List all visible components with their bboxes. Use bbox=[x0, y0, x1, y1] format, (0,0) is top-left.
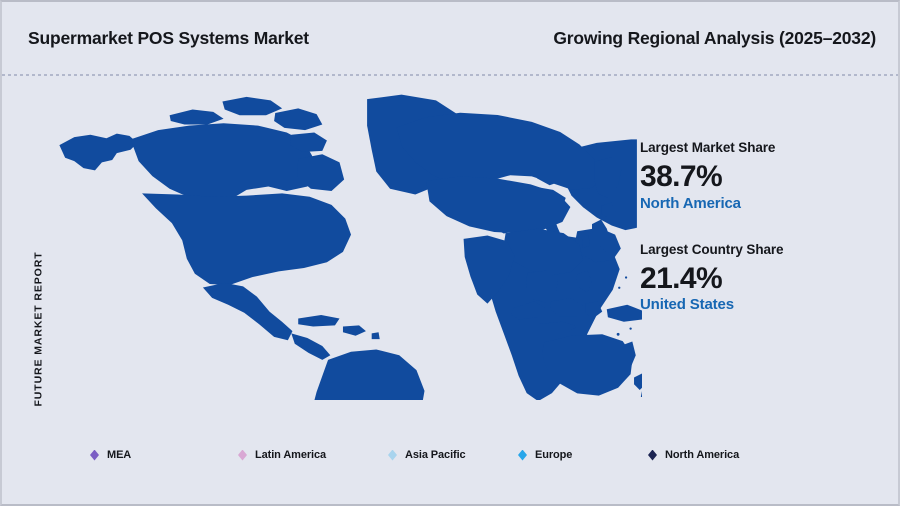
legend-item-mea[interactable]: MEA bbox=[90, 449, 131, 461]
chart-legend: MEA Latin America Asia Pacific Europe No… bbox=[90, 449, 830, 471]
region-south-america bbox=[314, 349, 425, 400]
region-united-states bbox=[142, 193, 352, 286]
region-japan-north bbox=[601, 202, 616, 219]
page-title: Supermarket POS Systems Market bbox=[28, 27, 309, 48]
island-dot-3 bbox=[624, 276, 628, 279]
header-divider bbox=[2, 74, 898, 76]
legend-diamond-icon bbox=[518, 449, 527, 461]
island-dot-5 bbox=[629, 327, 632, 330]
region-caribbean-small bbox=[371, 332, 380, 340]
stat-region: North America bbox=[640, 194, 741, 212]
legend-diamond-icon bbox=[90, 449, 99, 461]
region-sulawesi bbox=[585, 301, 603, 319]
legend-diamond-icon bbox=[238, 449, 247, 461]
legend-diamond-icon bbox=[648, 449, 657, 461]
region-java bbox=[537, 321, 578, 333]
legend-label: MEA bbox=[107, 449, 132, 461]
region-new-zealand-n bbox=[634, 372, 647, 390]
stat-label: Largest Country Share bbox=[640, 241, 784, 257]
world-map-east-svg bbox=[396, 112, 654, 403]
region-philippines bbox=[576, 270, 592, 293]
region-australia bbox=[541, 334, 633, 396]
legend-item-europe[interactable]: Europe bbox=[518, 449, 572, 461]
region-north-russia bbox=[396, 112, 604, 191]
legend-label: Asia Pacific bbox=[405, 449, 466, 461]
brand-label: FUTURE MARKET REPORT bbox=[33, 251, 45, 407]
region-arctic-islands-3 bbox=[274, 108, 323, 131]
stat-region: United States bbox=[640, 296, 734, 313]
island-dot-4 bbox=[616, 332, 620, 336]
legend-item-north-america[interactable]: North America bbox=[648, 449, 739, 461]
stat-value: 21.4% bbox=[640, 261, 723, 295]
stats-panel: Largest Market Share 38.7% North America… bbox=[640, 140, 890, 343]
legend-diamond-icon bbox=[388, 449, 397, 461]
legend-item-latin-america[interactable]: Latin America bbox=[238, 449, 326, 461]
region-india bbox=[463, 235, 515, 304]
header-subtitle: Growing Regional Analysis (2025–2032) bbox=[553, 27, 876, 48]
island-dot-2 bbox=[618, 286, 621, 289]
world-map-east bbox=[392, 90, 654, 403]
legend-item-asia-pacific[interactable]: Asia Pacific bbox=[388, 449, 466, 461]
island-dot-1 bbox=[611, 279, 614, 283]
region-alaska bbox=[59, 133, 138, 171]
region-sumatra bbox=[511, 301, 546, 320]
region-japan bbox=[591, 219, 612, 252]
region-arctic-islands-1 bbox=[169, 109, 224, 125]
region-central-asia bbox=[426, 176, 571, 234]
stat-value: 38.7% bbox=[640, 160, 723, 193]
region-southeast-asia bbox=[526, 270, 558, 303]
region-baffin bbox=[297, 154, 345, 192]
region-korea bbox=[581, 235, 590, 248]
legend-label: Europe bbox=[535, 449, 573, 461]
legend-label: North America bbox=[665, 449, 740, 461]
map-landmasses-asia bbox=[396, 112, 654, 403]
header-bar: Supermarket POS Systems Market Growing R… bbox=[2, 2, 898, 74]
region-canada bbox=[130, 123, 317, 203]
stat-label: Largest Market Share bbox=[640, 140, 776, 155]
brand-watermark: FUTURE MARKET REPORT bbox=[30, 234, 48, 424]
region-china bbox=[503, 228, 583, 276]
legend-label: Latin America bbox=[255, 449, 327, 461]
region-new-guinea bbox=[606, 304, 642, 322]
region-new-zealand-s bbox=[640, 387, 654, 403]
stat-largest-country-share: Largest Country Share 21.4% United State… bbox=[640, 242, 890, 314]
region-arctic-islands-4 bbox=[290, 132, 327, 152]
region-central-america bbox=[291, 333, 331, 360]
stat-largest-market-share: Largest Market Share 38.7% North America bbox=[640, 140, 890, 212]
region-mexico bbox=[202, 282, 293, 341]
region-borneo bbox=[549, 297, 583, 317]
region-caribbean-cuba bbox=[298, 315, 340, 327]
region-arctic-islands-2 bbox=[222, 96, 283, 116]
region-caribbean-hispaniola bbox=[342, 325, 366, 336]
region-far-east bbox=[594, 157, 622, 198]
